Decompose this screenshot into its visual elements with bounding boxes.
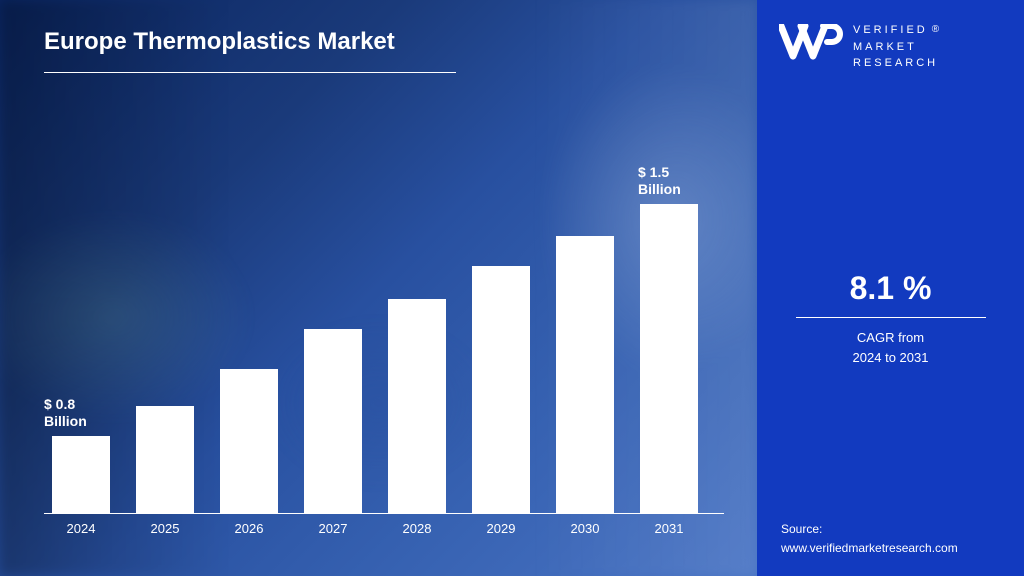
bar — [472, 266, 530, 514]
brand-text: VERIFIED ® MARKET RESEARCH — [853, 22, 942, 72]
brand-logo: VERIFIED ® MARKET RESEARCH — [779, 22, 942, 72]
bar-value-label: $ 1.5Billion — [638, 164, 681, 198]
bar — [136, 406, 194, 514]
bar — [220, 369, 278, 514]
bar-wrap: 2026 — [220, 369, 278, 514]
bar-category-label: 2028 — [388, 521, 446, 536]
bar-category-label: 2031 — [640, 521, 698, 536]
bar-wrap: 2028 — [388, 299, 446, 514]
brand-line1: VERIFIED — [853, 24, 928, 36]
bar — [304, 329, 362, 514]
bar-category-label: 2024 — [52, 521, 110, 536]
bar-wrap: 2031 — [640, 204, 698, 514]
bar — [556, 236, 614, 514]
right-panel: VERIFIED ® MARKET RESEARCH 8.1 % CAGR fro… — [757, 0, 1024, 576]
cagr-value: 8.1 % — [757, 270, 1024, 307]
source-label: Source: — [781, 520, 958, 539]
bar — [640, 204, 698, 514]
brand-line2: MARKET — [853, 39, 942, 56]
cagr-block: 8.1 % CAGR from 2024 to 2031 — [757, 270, 1024, 367]
source-url: www.verifiedmarketresearch.com — [781, 539, 958, 558]
cagr-caption-line2: 2024 to 2031 — [853, 350, 929, 365]
left-panel: Europe Thermoplastics Market 20242025202… — [0, 0, 757, 576]
bar-wrap: 2025 — [136, 406, 194, 514]
bar-wrap: 2029 — [472, 266, 530, 514]
bar-wrap: 2027 — [304, 329, 362, 514]
bar-category-label: 2027 — [304, 521, 362, 536]
bar-wrap: 2030 — [556, 236, 614, 514]
cagr-caption-line1: CAGR from — [857, 330, 924, 345]
bar-value-label: $ 0.8Billion — [44, 396, 87, 430]
bar-wrap: 2024 — [52, 436, 110, 514]
bar-chart: 2024 2025 2026 2027 2028 2029 2030 2031 $ 0.8Bil… — [44, 108, 724, 538]
page-title: Europe Thermoplastics Market — [44, 28, 395, 56]
bar — [52, 436, 110, 514]
bar-category-label: 2025 — [136, 521, 194, 536]
bar — [388, 299, 446, 514]
brand-line3: RESEARCH — [853, 55, 942, 72]
cagr-caption: CAGR from 2024 to 2031 — [757, 328, 1024, 367]
bar-category-label: 2029 — [472, 521, 530, 536]
cagr-underline — [796, 317, 986, 318]
bar-category-label: 2026 — [220, 521, 278, 536]
logo-mark-icon — [779, 24, 843, 69]
source-block: Source: www.verifiedmarketresearch.com — [781, 520, 958, 558]
bar-category-label: 2030 — [556, 521, 614, 536]
title-underline — [44, 72, 456, 73]
registered-mark: ® — [932, 24, 942, 35]
